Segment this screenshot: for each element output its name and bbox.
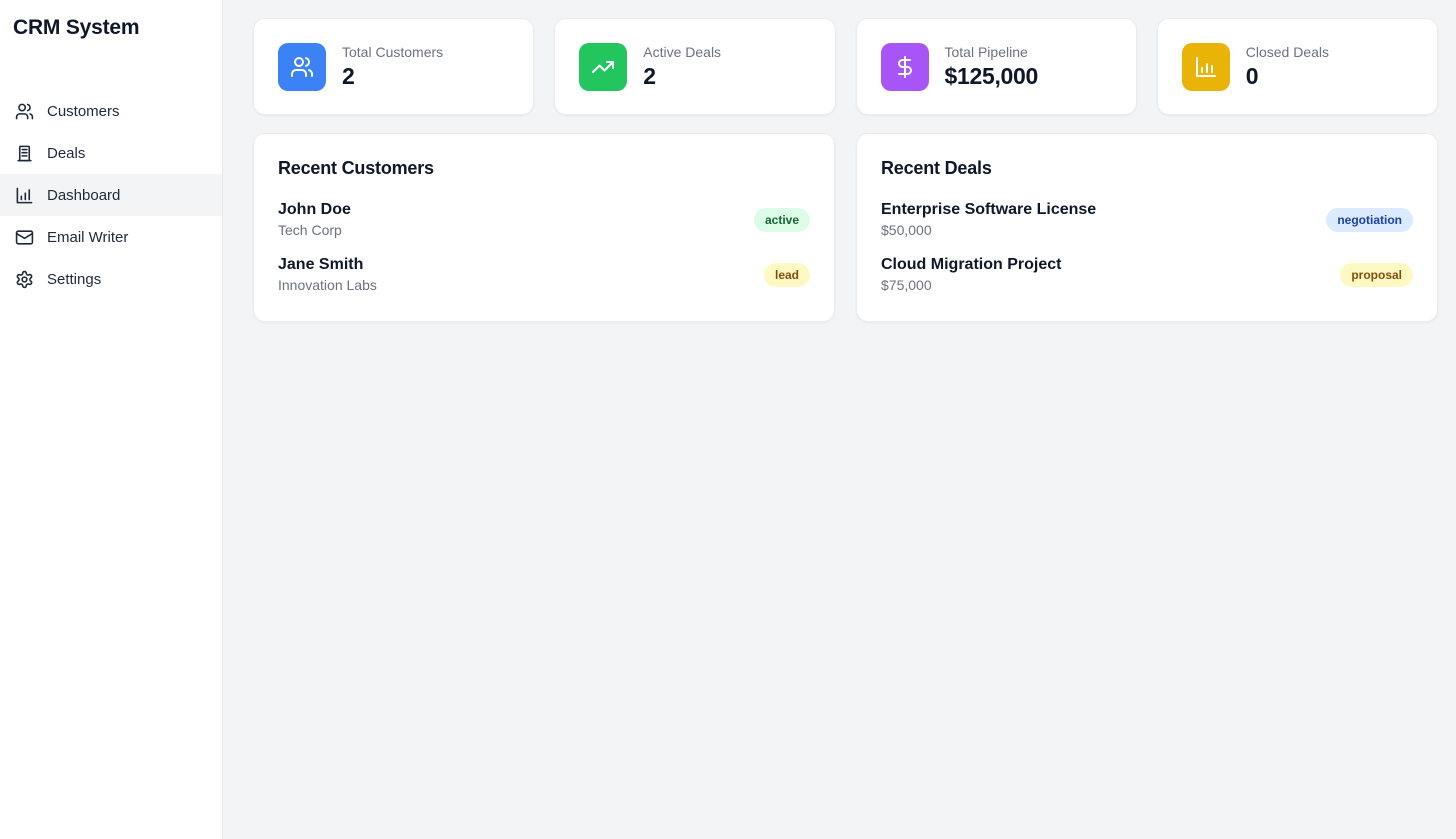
customer-row[interactable]: John Doe Tech Corp active	[278, 201, 810, 238]
stat-value: 2	[342, 62, 355, 89]
sidebar-item-dashboard[interactable]: Dashboard	[0, 174, 222, 216]
sidebar-item-email-writer[interactable]: Email Writer	[0, 216, 222, 258]
customer-company: Tech Corp	[278, 222, 342, 238]
stat-label: Total Customers	[342, 43, 444, 60]
deal-name: Cloud Migration Project	[881, 256, 1062, 273]
stat-card-total-pipeline: Total Pipeline $125,000	[855, 18, 1137, 115]
stat-label: Active Deals	[643, 43, 722, 60]
bar-chart-icon	[14, 185, 34, 205]
sidebar-item-deals[interactable]: Deals	[0, 132, 222, 174]
deal-amount: $75,000	[881, 277, 932, 293]
dashboard-main: Total Customers 2 Active Deals 2 Total P…	[223, 0, 1456, 839]
stat-card-closed-deals: Closed Deals 0	[1156, 18, 1438, 115]
status-badge: proposal	[1340, 262, 1413, 287]
sidebar-item-settings[interactable]: Settings	[0, 258, 222, 300]
sidebar-nav: Customers Deals Dashboard Email Writer S	[0, 90, 222, 300]
customer-company: Innovation Labs	[278, 277, 377, 293]
sidebar-item-label: Email Writer	[47, 228, 129, 246]
bar-chart-icon	[1181, 42, 1230, 91]
recent-customers-card: Recent Customers John Doe Tech Corp acti…	[253, 133, 835, 322]
stat-card-total-customers: Total Customers 2	[253, 18, 535, 115]
mail-icon	[14, 227, 34, 247]
stat-label: Total Pipeline	[944, 43, 1028, 60]
customer-name: John Doe	[278, 201, 351, 218]
sidebar: CRM System Customers Deals Dashboard Ema…	[0, 0, 223, 839]
users-icon	[14, 101, 34, 121]
sidebar-item-label: Dashboard	[47, 186, 121, 204]
stat-label: Closed Deals	[1245, 43, 1330, 60]
app-title: CRM System	[13, 16, 140, 39]
recent-row: Recent Customers John Doe Tech Corp acti…	[253, 133, 1438, 322]
trending-up-icon	[579, 42, 628, 91]
recent-customers-title: Recent Customers	[278, 158, 434, 178]
recent-deals-card: Recent Deals Enterprise Software License…	[856, 133, 1438, 322]
gear-icon	[14, 269, 34, 289]
deal-name: Enterprise Software License	[881, 201, 1097, 218]
stat-value: 0	[1245, 62, 1259, 89]
status-badge: active	[753, 207, 810, 232]
deal-amount: $50,000	[881, 222, 932, 238]
stat-card-active-deals: Active Deals 2	[554, 18, 836, 115]
dollar-icon	[880, 42, 929, 91]
stat-value: 2	[643, 62, 656, 89]
status-badge: negotiation	[1326, 207, 1413, 232]
sidebar-item-customers[interactable]: Customers	[0, 90, 222, 132]
sidebar-item-label: Settings	[47, 270, 102, 288]
sidebar-item-label: Customers	[47, 102, 120, 120]
stats-row: Total Customers 2 Active Deals 2 Total P…	[253, 18, 1438, 115]
customer-name: Jane Smith	[278, 256, 364, 273]
building-icon	[14, 143, 34, 163]
users-icon	[278, 42, 326, 91]
status-badge: lead	[763, 262, 810, 287]
deal-row[interactable]: Cloud Migration Project $75,000 proposal	[881, 256, 1413, 293]
recent-deals-title: Recent Deals	[881, 158, 992, 178]
customer-row[interactable]: Jane Smith Innovation Labs lead	[278, 256, 810, 293]
deal-row[interactable]: Enterprise Software License $50,000 nego…	[881, 201, 1413, 238]
sidebar-item-label: Deals	[47, 144, 86, 162]
stat-value: $125,000	[944, 62, 1039, 89]
